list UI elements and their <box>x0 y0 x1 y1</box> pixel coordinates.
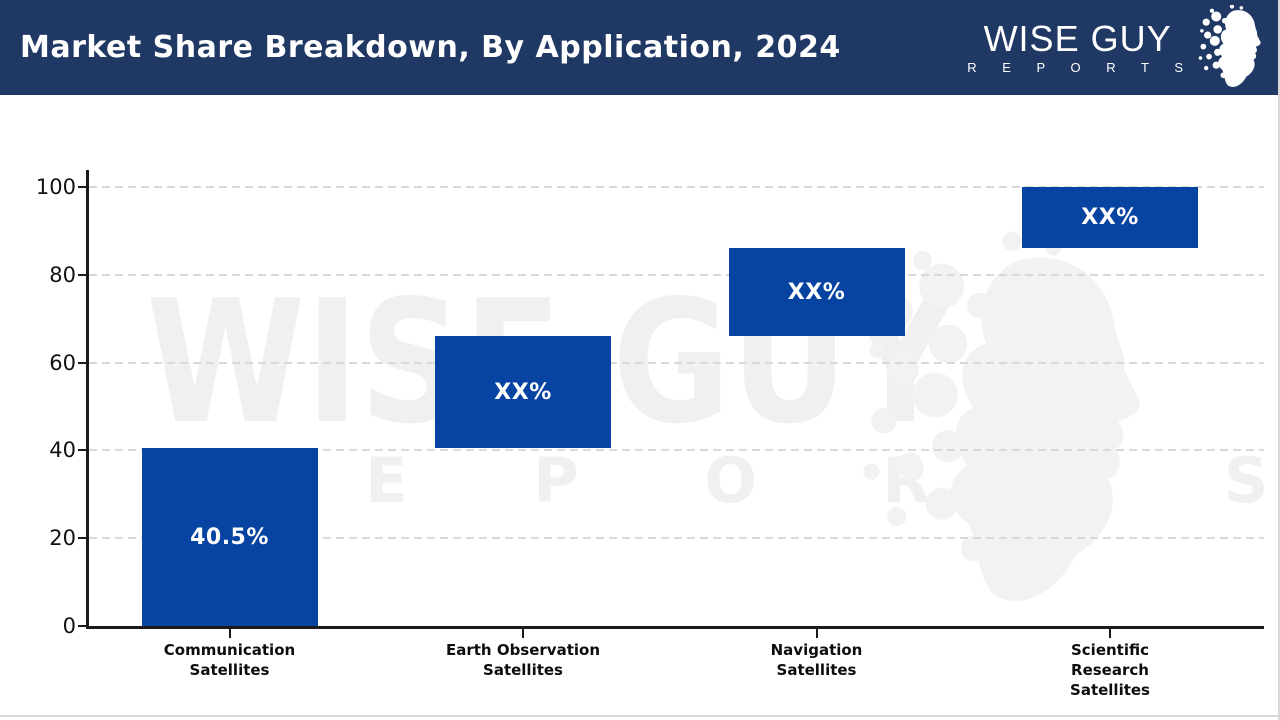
x-category-label: Earth Observation Satellites <box>445 641 601 679</box>
bar-value-label: XX% <box>787 279 846 305</box>
y-tick-mark <box>78 449 87 452</box>
y-tick-label: 100 <box>35 175 76 199</box>
x-tick-mark <box>815 629 818 638</box>
bar-value-label: XX% <box>494 379 552 405</box>
y-tick-label: 80 <box>49 262 76 287</box>
bar-4: XX% <box>1022 187 1198 249</box>
x-category-label: Scientific Research Satellites <box>1070 641 1150 699</box>
y-tick-mark <box>78 361 87 364</box>
bar-value-label: 40.5% <box>190 524 269 550</box>
page-border-bottom <box>0 715 1278 717</box>
y-tick-mark <box>78 273 87 276</box>
x-category-label: Communication Satellites <box>163 641 296 679</box>
y-tick-mark <box>78 186 87 188</box>
brand-name: WISE GUY <box>983 17 1172 59</box>
x-tick-mark <box>228 629 231 638</box>
x-category-label: Navigation Satellites <box>770 641 863 679</box>
y-axis-line <box>86 170 89 629</box>
bar-3: XX% <box>728 248 905 337</box>
gridline <box>89 273 1264 276</box>
bar-value-label: XX% <box>1081 205 1139 231</box>
header-bar: Market Share Breakdown, By Application, … <box>0 0 1278 95</box>
bar-2: XX% <box>435 336 611 449</box>
page-title: Market Share Breakdown, By Application, … <box>20 30 841 65</box>
brand-logo-text: WISE GUY R E P O R T S <box>961 17 1194 75</box>
y-tick-label: 0 <box>62 614 76 638</box>
y-tick-label: 20 <box>49 526 76 551</box>
y-tick-mark <box>78 537 87 540</box>
x-tick-mark <box>1109 629 1111 638</box>
gridline <box>89 186 1264 188</box>
gridline <box>89 537 1264 540</box>
gridline <box>89 361 1264 364</box>
y-tick-mark <box>78 625 87 627</box>
bar-1: 40.5% <box>141 448 318 626</box>
x-axis-line <box>86 626 1264 629</box>
brand-subtitle: R E P O R T S <box>967 59 1194 75</box>
x-tick-mark <box>522 629 524 638</box>
brand-head-icon <box>1198 4 1261 87</box>
brand-logo: WISE GUY R E P O R T S <box>961 4 1268 91</box>
y-tick-label: 60 <box>49 350 76 375</box>
gridline <box>89 449 1264 452</box>
y-tick-label: 40 <box>49 438 76 463</box>
